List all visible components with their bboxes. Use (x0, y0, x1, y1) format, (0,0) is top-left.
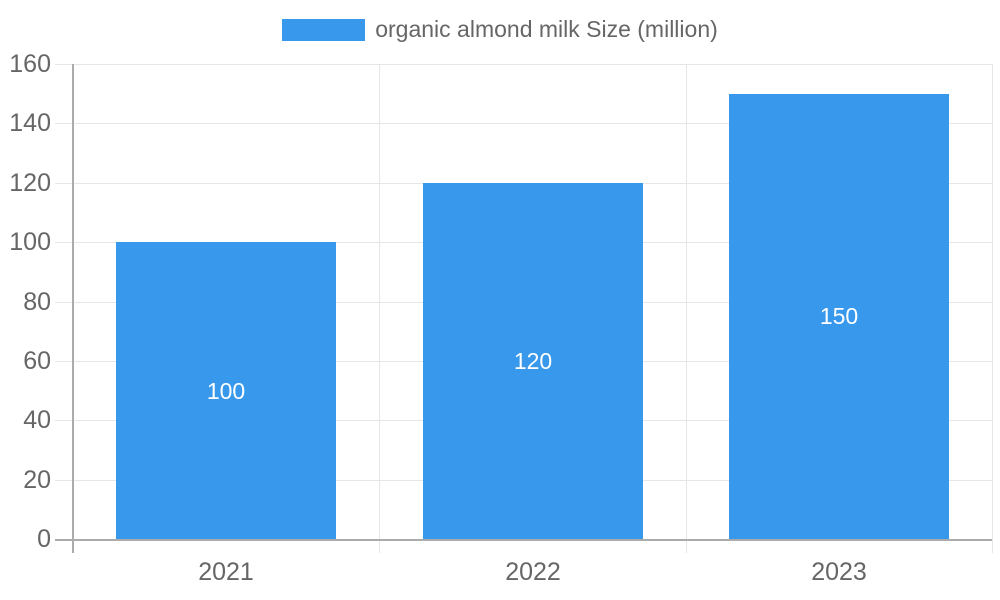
y-tick-label: 160 (9, 50, 51, 78)
bar-2021[interactable] (116, 242, 336, 539)
y-tick-label: 60 (23, 347, 51, 375)
bar-2022[interactable] (423, 183, 643, 539)
legend-swatch-icon (282, 18, 366, 41)
y-tick-label: 80 (23, 288, 51, 316)
y-axis-line (72, 64, 74, 553)
x-tick-label: 2023 (811, 558, 867, 586)
legend-label: organic almond milk Size (million) (375, 16, 718, 42)
x-gridline (379, 64, 380, 553)
y-tick-label: 100 (9, 228, 51, 256)
x-tick-label: 2021 (198, 558, 254, 586)
y-tick-label: 140 (9, 109, 51, 137)
y-gridline (55, 64, 992, 65)
chart-legend[interactable]: organic almond milk Size (million) (0, 16, 1000, 43)
y-tick-label: 40 (23, 406, 51, 434)
x-axis-line (55, 539, 992, 541)
bar-2023[interactable] (729, 94, 949, 539)
x-tick-label: 2022 (505, 558, 561, 586)
x-gridline (992, 64, 993, 553)
y-tick-label: 120 (9, 169, 51, 197)
x-gridline (686, 64, 687, 553)
y-gridline (55, 123, 992, 124)
y-tick-label: 20 (23, 466, 51, 494)
y-tick-label: 0 (37, 525, 51, 553)
